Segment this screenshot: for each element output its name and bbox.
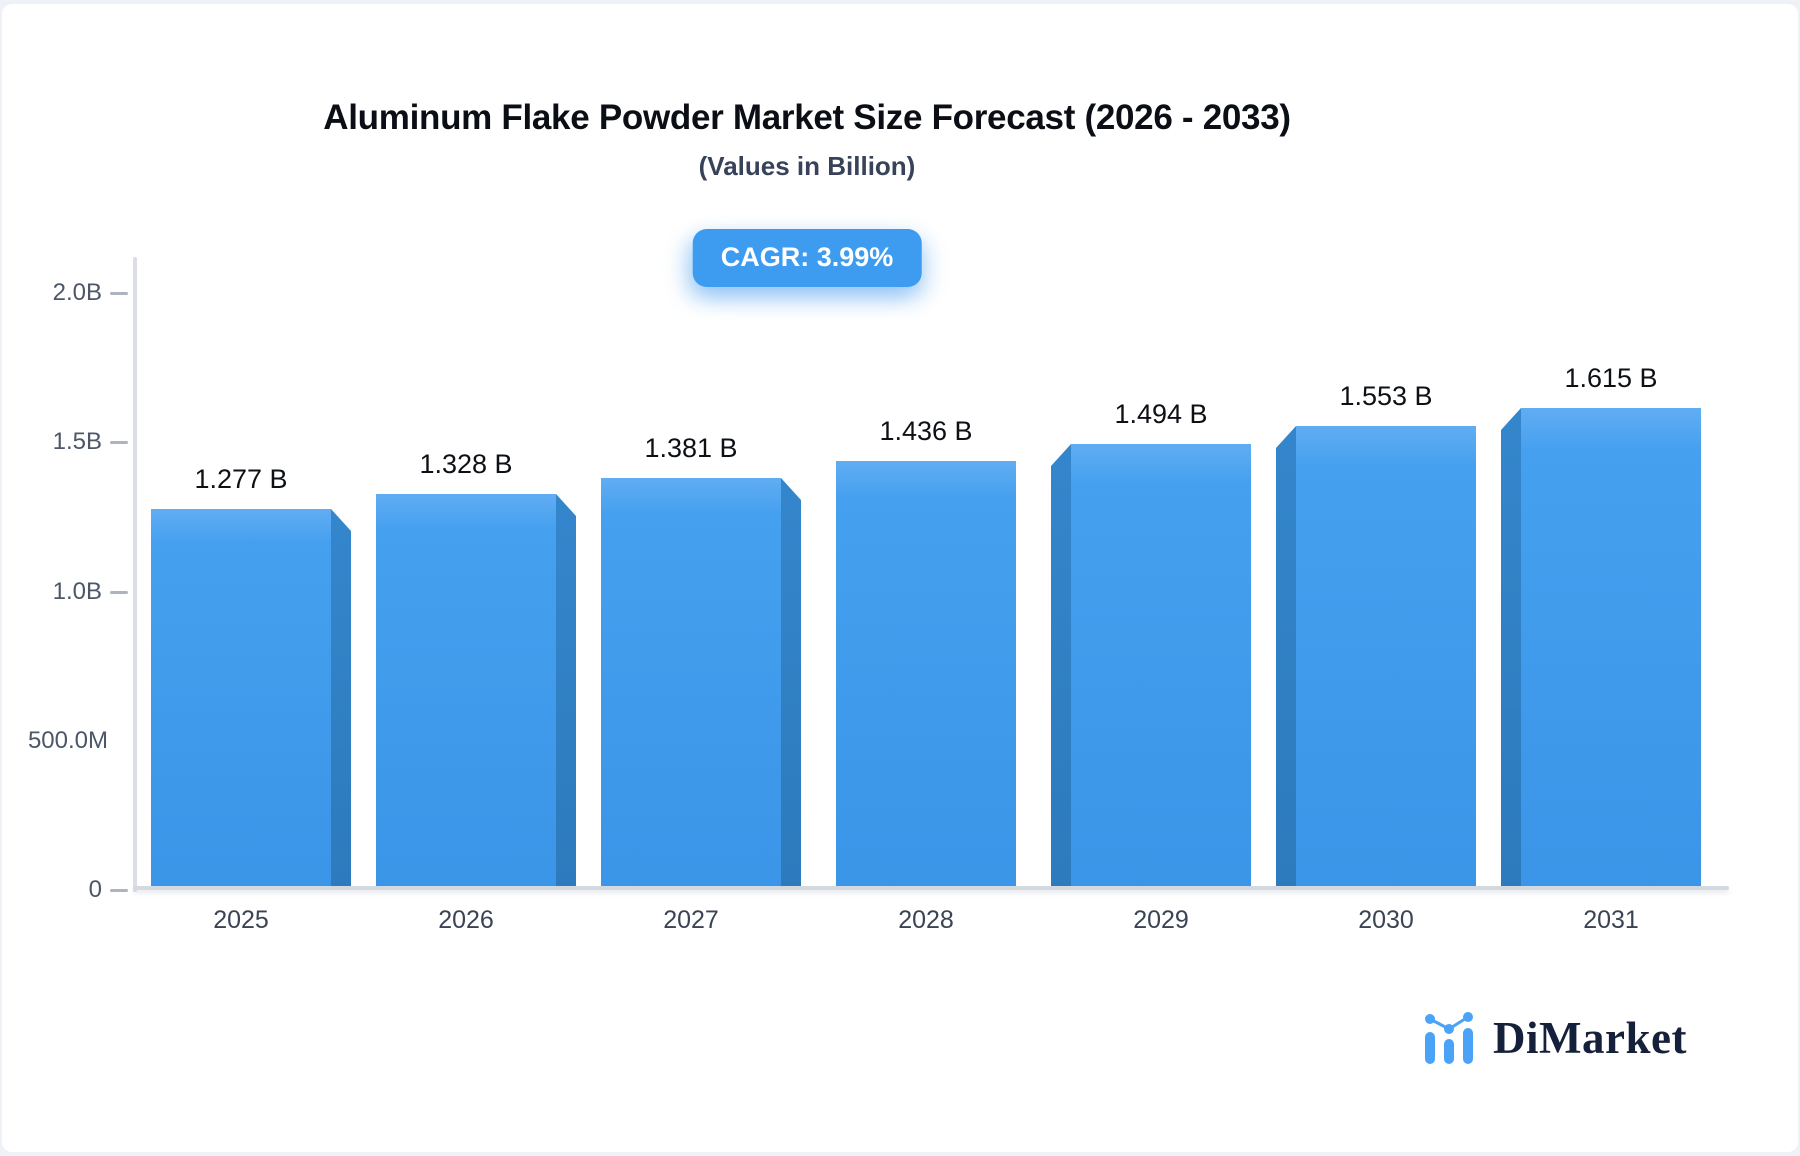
brand-name: DiMarket	[1493, 1013, 1687, 1063]
bar-value-label-2027: 1.381 B	[644, 433, 738, 463]
x-tick-label-2029: 2029	[1133, 906, 1189, 934]
bar-2030[interactable]	[1296, 426, 1476, 890]
page-title: Aluminum Flake Powder Market Size Foreca…	[323, 98, 1291, 137]
bar-side-2026	[556, 494, 576, 890]
x-tick-label-2025: 2025	[213, 906, 269, 934]
y-tick-label: 1.0B	[52, 577, 102, 605]
x-tick-label-2026: 2026	[438, 906, 494, 934]
plot-area: 2.0B 1.5B 1.0B 500.0M 0 1.277 B 2025 1.328 B 202…	[2, 4, 1798, 1152]
y-axis-line	[133, 257, 137, 892]
x-tick-label-2030: 2030	[1358, 906, 1414, 934]
bar-value-label-2025: 1.277 B	[194, 464, 288, 494]
bar-2027[interactable]	[601, 478, 781, 890]
bar-side-2030	[1276, 426, 1296, 890]
bar-side-2027	[781, 478, 801, 890]
chart-subtitle: (Values in Billion)	[698, 151, 916, 181]
bar-value-label-2028: 1.436 B	[879, 416, 973, 446]
chart-header: Aluminum Flake Powder Market Size Foreca…	[2, 98, 1612, 182]
bar-2029[interactable]	[1071, 444, 1251, 890]
bar-2025[interactable]	[151, 509, 331, 890]
bar-2026[interactable]	[376, 494, 556, 890]
y-tick-label: 2.0B	[52, 279, 102, 306]
bar-side-2029	[1051, 444, 1071, 890]
y-tick-dash	[110, 292, 128, 295]
x-tick-label-2031: 2031	[1583, 906, 1639, 934]
bar-side-2025	[331, 509, 351, 890]
bar-2028[interactable]	[836, 461, 1016, 890]
x-tick-label-2028: 2028	[898, 906, 954, 934]
y-tick-dash	[110, 889, 128, 892]
y-tick-label: 1.5B	[52, 428, 102, 456]
bar-value-label-2030: 1.553 B	[1339, 381, 1433, 411]
brand-icon	[1425, 1012, 1473, 1064]
y-tick-dash	[110, 441, 128, 445]
bar-2031[interactable]	[1521, 408, 1701, 890]
y-tick-label: 0	[88, 876, 102, 903]
bar-value-label-2031: 1.615 B	[1564, 363, 1658, 393]
bar-value-label-2029: 1.494 B	[1114, 399, 1208, 429]
brand-logo: DiMarket	[1420, 1010, 1687, 1066]
y-tick-label: 500.0M	[27, 726, 108, 754]
bar-side-2031	[1501, 408, 1521, 890]
bar-value-label-2026: 1.328 B	[419, 449, 513, 479]
x-axis-line	[133, 886, 1729, 890]
y-tick-dash	[110, 590, 128, 594]
cagr-badge: CAGR: 3.99%	[692, 229, 922, 287]
chart-card: Aluminum Flake Powder Market Size Foreca…	[2, 4, 1798, 1152]
x-tick-label-2027: 2027	[663, 906, 719, 934]
